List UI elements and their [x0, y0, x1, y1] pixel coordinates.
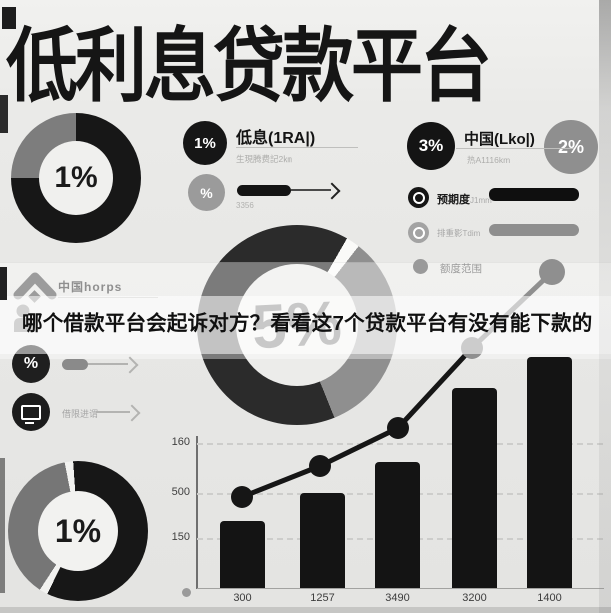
y-tick-label: 150 [171, 531, 190, 543]
edge-mark [0, 95, 8, 133]
trend-line-segment [396, 346, 474, 430]
arrow-line [88, 363, 128, 365]
stat-badge-gray: 2% [544, 120, 598, 174]
x-tick-label: 3490 [385, 592, 410, 604]
stat-heading: 低息(1RA|) [236, 130, 316, 147]
trend-line-segment [241, 463, 321, 500]
donut-bottom-left-value: 1% [54, 512, 102, 549]
gridline [197, 493, 603, 495]
bar [527, 357, 572, 588]
data-point-dot [231, 486, 253, 508]
gridline [197, 443, 603, 445]
arrow-right-icon [323, 182, 341, 200]
ring-glyph [412, 226, 425, 239]
stat-subtext: 热A1116km [467, 155, 511, 165]
arrow-right-icon [123, 404, 141, 422]
donut-hole [38, 491, 118, 571]
stat-caption: 3356 [236, 201, 254, 210]
edge-mark [0, 458, 5, 593]
y-tick-label: 160 [171, 436, 190, 448]
stat-row-label: 排重影Tdim [437, 227, 480, 239]
monitor-row-label: 借限进谓 [62, 409, 99, 419]
clock-icon-gray [408, 222, 429, 243]
arrow-line [291, 189, 331, 191]
row-label-text: 排重影 [437, 228, 463, 238]
donut-top-left-value: 1% [54, 161, 98, 194]
bar [452, 388, 497, 588]
donut-chart-top-left: 1% [11, 113, 141, 243]
y-axis [196, 436, 198, 589]
trend-line-segment [318, 425, 400, 469]
clock-icon [408, 187, 429, 208]
stat-row-label: 预期度J1mm [437, 191, 492, 207]
legend-dot-icon [413, 259, 428, 274]
stat-badge-black: 1% [183, 121, 227, 165]
divider-line [236, 147, 358, 148]
edge-mark [0, 267, 7, 300]
origin-dot [182, 588, 191, 597]
monitor-glyph [21, 404, 41, 424]
corner-mark [2, 7, 16, 29]
stat-subtext: 生現腾费記2㎞ [236, 154, 292, 164]
x-axis [197, 588, 604, 589]
stat-badge-black: 3% [407, 122, 455, 170]
row-label-suffix: J1mm [470, 196, 492, 205]
data-point-dot [309, 455, 331, 477]
arrow-line [96, 411, 130, 413]
x-tick-label: 300 [233, 592, 252, 604]
donut-chart-bottom-left: 1% [8, 461, 148, 601]
x-tick-label: 1257 [310, 592, 335, 604]
divider-line [456, 148, 574, 149]
gridline [197, 538, 603, 540]
bar [375, 462, 420, 588]
legend-label: 额度范围 [440, 263, 482, 275]
page-title: 低利息贷款平台 [6, 22, 492, 112]
monitor-icon [12, 393, 50, 431]
edge-vignette [0, 607, 611, 613]
data-point-dot [387, 417, 409, 439]
progress-pill-black [237, 185, 291, 196]
row-label-text: 预期度 [437, 194, 470, 206]
x-tick-label: 3200 [462, 592, 487, 604]
row-label-suffix: Tdim [462, 229, 481, 238]
stat-heading: 中国(Lko|) [464, 131, 535, 148]
donut-hole [39, 141, 113, 215]
progress-pill-gray [489, 224, 579, 236]
bar [220, 521, 265, 588]
y-tick-label: 500 [171, 486, 190, 498]
arrow-right-icon [121, 356, 139, 374]
edge-vignette [599, 0, 611, 613]
progress-pill-black [489, 188, 579, 201]
progress-pill [62, 359, 88, 370]
brand-label: 中国horps [58, 280, 123, 294]
overlay-headline: 哪个借款平台会起诉对方？看看这7个贷款平台有没有能下款的 [22, 312, 593, 335]
ring-glyph [412, 191, 425, 204]
percent-badge-gray: % [188, 174, 225, 211]
bar [300, 493, 345, 588]
x-tick-label: 1400 [537, 592, 562, 604]
